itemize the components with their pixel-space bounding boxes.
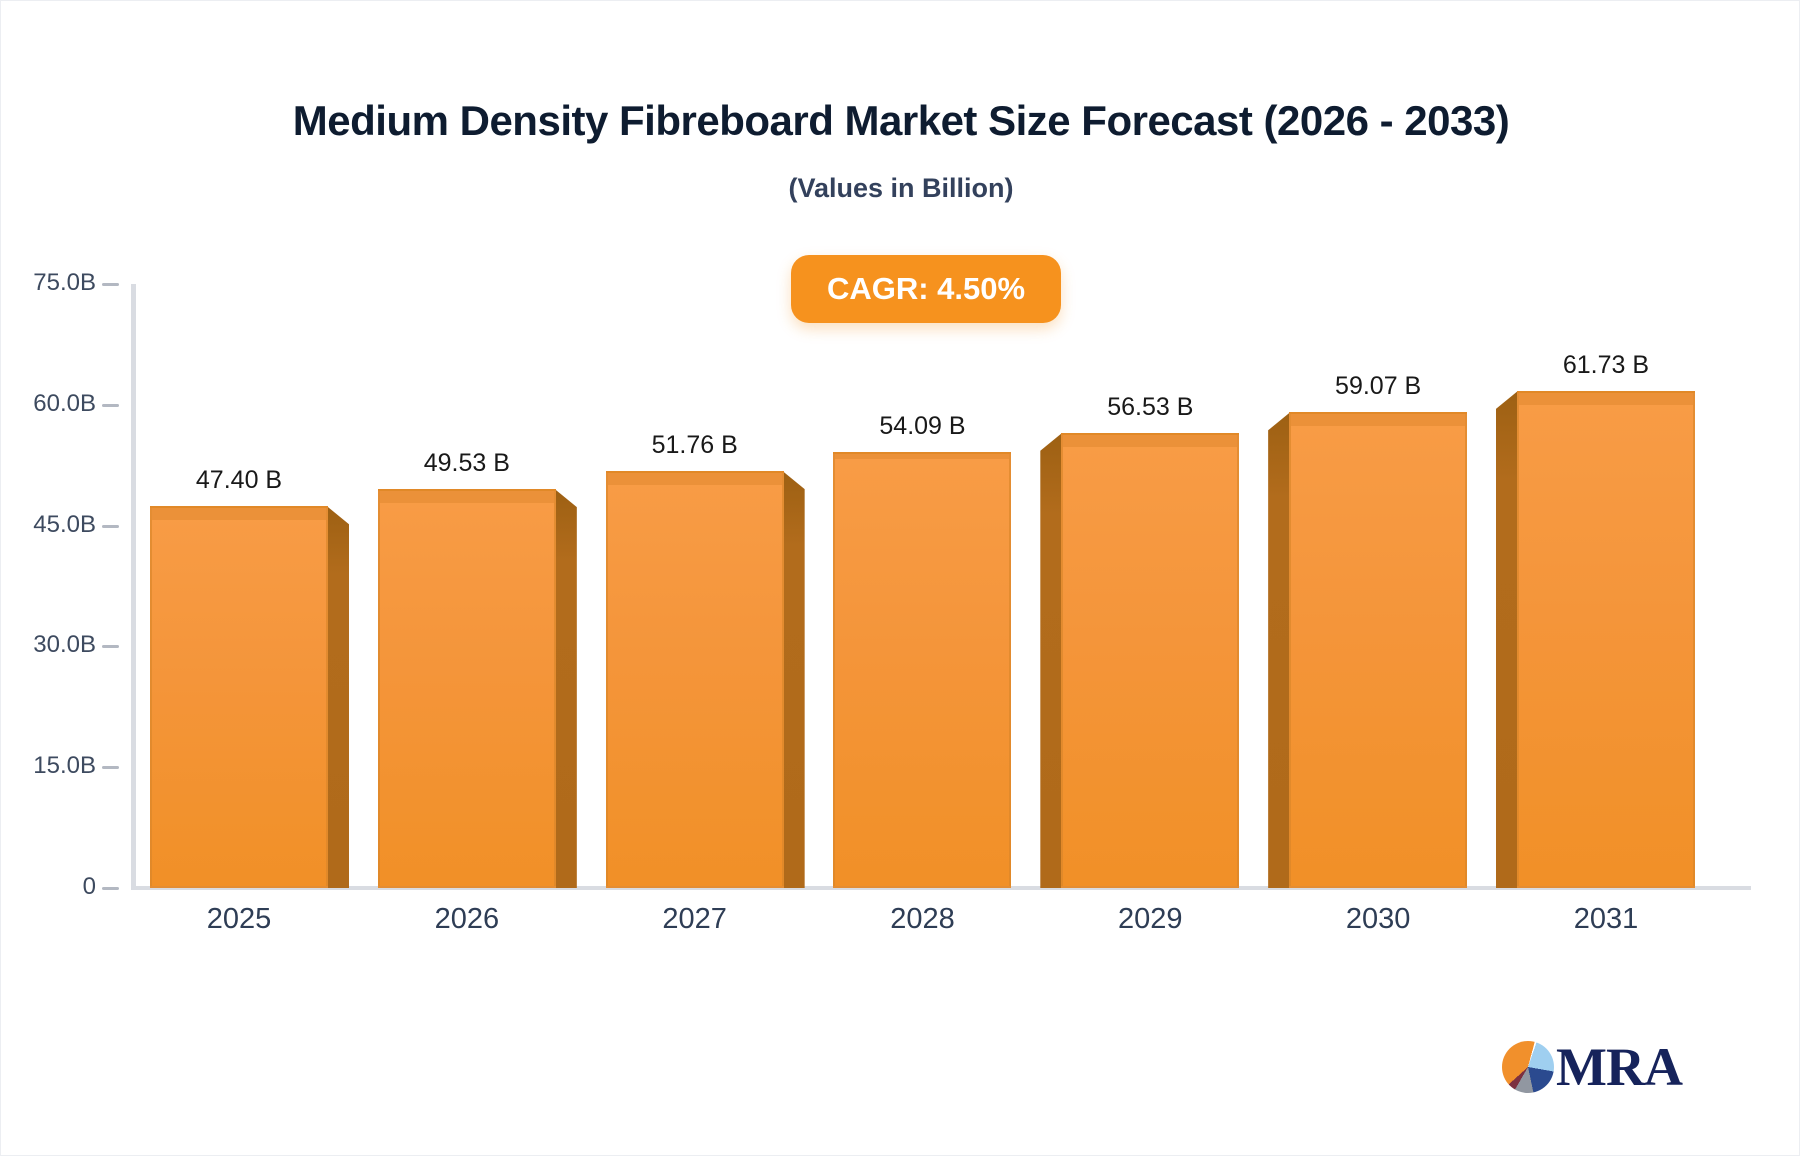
bar-2025 [150, 506, 328, 888]
bar-value-label-2029: 56.53 B [1107, 392, 1194, 421]
bar-2030 [1289, 412, 1468, 888]
x-tick-label-2027: 2027 [662, 903, 727, 935]
y-tick-mark [102, 766, 119, 770]
bar-top-face [835, 454, 1010, 460]
bar-top-face [607, 473, 782, 486]
x-tick-label-2030: 2030 [1345, 903, 1411, 935]
bar-top-face [1291, 414, 1466, 427]
bar-2027 [605, 471, 784, 888]
x-tick-label-2028: 2028 [890, 903, 955, 935]
y-tick-mark [102, 283, 119, 286]
bar-value-label-2027: 51.76 B [651, 431, 738, 460]
bar-value-label-2031: 61.73 B [1562, 350, 1650, 379]
bar-2026 [377, 489, 556, 888]
bar-side-face-2030 [1268, 412, 1291, 888]
x-tick-label-2026: 2026 [434, 903, 500, 935]
bar-value-label-2028: 54.09 B [879, 412, 966, 441]
bar-2028 [833, 452, 1012, 888]
y-tick-label-0: 0 [82, 873, 96, 900]
y-tick-label-15.0B: 15.0B [33, 752, 96, 780]
bar-side-face-2025 [327, 506, 349, 888]
x-axis-line [131, 886, 1751, 890]
chart-subtitle: (Values in Billion) [788, 173, 1014, 203]
y-tick-label-45.0B: 45.0B [33, 510, 96, 538]
bar-side-face-2027 [782, 471, 805, 888]
x-tick-label-2031: 2031 [1573, 903, 1639, 935]
x-tick-label-2025: 2025 [206, 903, 272, 935]
y-tick-mark [102, 887, 119, 890]
bar-side-face-2026 [554, 489, 577, 888]
bar-value-label-2026: 49.53 B [423, 449, 510, 478]
bar-value-label-2030: 59.07 B [1335, 372, 1422, 401]
bar-side-face-2029 [1040, 432, 1063, 888]
bar-top-face [1063, 434, 1238, 447]
chart-title: Medium Density Fibreboard Market Size Fo… [292, 97, 1510, 144]
mra-logo: MRA [1502, 1037, 1683, 1097]
bar-top-face [152, 508, 326, 521]
cagr-badge: CAGR: 4.50% [791, 255, 1061, 323]
bar-value-label-2025: 47.40 B [195, 466, 283, 495]
y-tick-mark [102, 645, 119, 649]
y-tick-label-60.0B: 60.0B [33, 389, 96, 417]
cagr-badge-label: CAGR: 4.50% [826, 271, 1026, 306]
y-tick-label-30.0B: 30.0B [33, 631, 96, 659]
bar-2029 [1061, 432, 1240, 888]
bar-top-face [1518, 392, 1693, 405]
bar-top-face [379, 491, 554, 504]
y-axis-line [131, 284, 136, 890]
pie-chart-logo-icon [1502, 1041, 1554, 1093]
logo-text: MRA [1556, 1037, 1683, 1097]
y-tick-mark [102, 403, 119, 407]
x-tick-label-2029: 2029 [1118, 903, 1183, 935]
bar-side-face-2031 [1495, 390, 1518, 888]
y-tick-label-75.0B: 75.0B [33, 269, 96, 296]
y-tick-mark [102, 524, 119, 528]
bar-2031 [1516, 390, 1695, 888]
